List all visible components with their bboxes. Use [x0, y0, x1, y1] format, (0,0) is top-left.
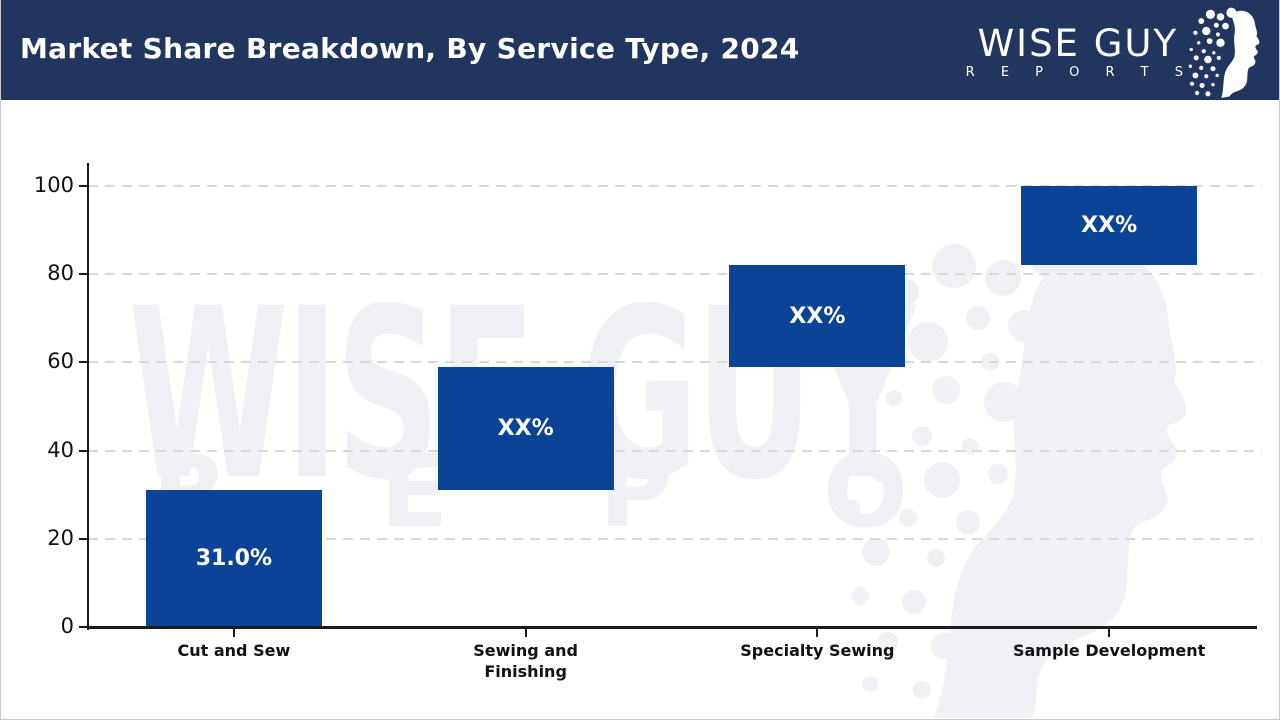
x-tick-1: [524, 629, 527, 637]
logo-head-icon: [1188, 7, 1260, 98]
gridline-40: [88, 449, 1262, 452]
bar-Sample Development: XX%: [1021, 186, 1198, 266]
y-tick-label-60: 60: [47, 349, 74, 374]
y-tick-label-80: 80: [47, 261, 74, 286]
x-axis-label-0: Cut and Sew: [177, 641, 291, 660]
y-tick-20: [79, 537, 87, 540]
header-banner: Market Share Breakdown, By Service Type,…: [0, 0, 1280, 100]
x-axis-line: [87, 626, 1257, 629]
y-tick-80: [79, 273, 87, 276]
y-tick-label-20: 20: [47, 525, 74, 550]
logo-text: WISE GUY R E P O R T S: [962, 25, 1194, 80]
y-tick-label-0: 0: [60, 614, 74, 638]
y-tick-0: [79, 626, 87, 628]
x-tick-2: [816, 629, 819, 637]
logo-wordmark: WISE GUY: [977, 21, 1179, 65]
x-axis-label-1: Sewing and Finishing: [473, 641, 578, 681]
bar-value-label: XX%: [789, 303, 846, 329]
x-tick-3: [1108, 629, 1111, 637]
y-tick-40: [79, 449, 87, 452]
gridline-100: [88, 185, 1262, 187]
bar-value-label: XX%: [497, 416, 554, 442]
bar-value-label: 31.0%: [195, 546, 273, 572]
y-tick-60: [79, 361, 87, 364]
y-tick-label-40: 40: [47, 437, 74, 462]
bar-value-label: XX%: [1081, 213, 1138, 239]
bar-Specialty Sewing: XX%: [729, 265, 906, 367]
gridline-80: [88, 273, 1262, 276]
bar-Cut and Sew: 31.0%: [145, 490, 322, 627]
y-axis-line: [87, 163, 89, 630]
gridline-20: [88, 537, 1262, 540]
x-axis-label-3: Sample Development: [1012, 641, 1206, 660]
bar-Sewing and Finishing: XX%: [437, 366, 614, 491]
x-axis-label-2: Specialty Sewing: [740, 641, 895, 660]
y-tick-100: [79, 185, 87, 187]
page-title: Market Share Breakdown, By Service Type,…: [20, 32, 800, 66]
gridline-60: [88, 361, 1262, 364]
logo-subtitle: R E P O R T S: [965, 64, 1194, 80]
wise-guy-logo: WISE GUY R E P O R T S: [962, 6, 1266, 98]
x-tick-0: [232, 629, 235, 637]
y-tick-label-100: 100: [33, 173, 74, 197]
